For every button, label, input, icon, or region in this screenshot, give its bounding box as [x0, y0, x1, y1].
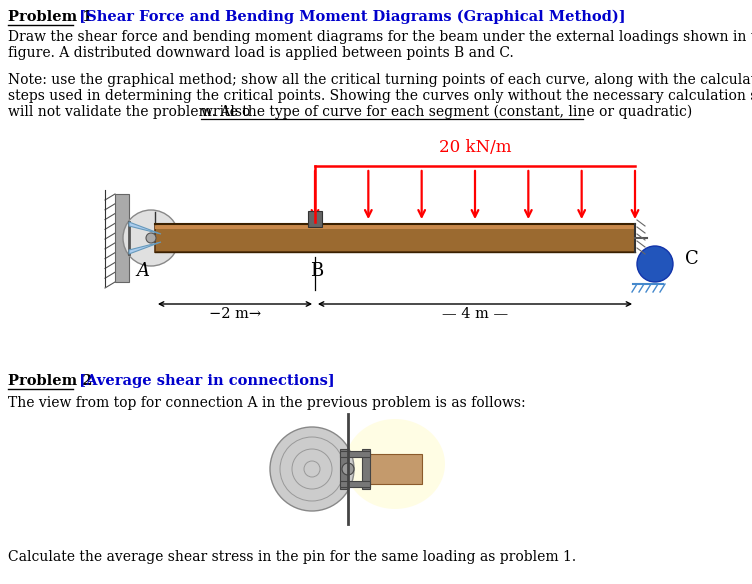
Text: [Shear Force and Bending Moment Diagrams (Graphical Method)]: [Shear Force and Bending Moment Diagrams…	[74, 10, 626, 25]
Bar	[155, 224, 635, 229]
Text: steps used in determining the critical points. Showing the curves only without t: steps used in determining the critical p…	[8, 89, 752, 103]
Bar	[362, 449, 370, 489]
Text: will not validate the problem. Also: will not validate the problem. Also	[8, 105, 255, 119]
Text: 20 kN/m: 20 kN/m	[438, 139, 511, 156]
Text: A: A	[137, 262, 150, 280]
Bar	[308, 211, 322, 227]
Text: B: B	[311, 262, 323, 280]
Text: figure. A distributed downward load is applied between points B and C.: figure. A distributed downward load is a…	[8, 46, 514, 60]
Text: −2 m→: −2 m→	[209, 307, 261, 321]
Circle shape	[270, 427, 354, 511]
Polygon shape	[129, 242, 161, 254]
Bar	[340, 451, 370, 457]
Text: Problem 2: Problem 2	[8, 374, 92, 388]
Polygon shape	[129, 222, 161, 234]
Text: C: C	[685, 250, 699, 268]
Bar	[155, 224, 635, 252]
Text: write the type of curve for each segment (constant, line or quadratic): write the type of curve for each segment…	[201, 105, 693, 119]
Bar	[115, 194, 129, 282]
Text: The view from top for connection A in the previous problem is as follows:: The view from top for connection A in th…	[8, 396, 526, 410]
Bar	[340, 481, 370, 487]
Circle shape	[342, 463, 354, 475]
Circle shape	[123, 210, 179, 266]
Circle shape	[146, 233, 156, 243]
Text: [Average shear in connections]: [Average shear in connections]	[74, 374, 335, 388]
Text: Calculate the average shear stress in the pin for the same loading as problem 1.: Calculate the average shear stress in th…	[8, 550, 576, 564]
Bar	[364, 454, 422, 484]
Text: Problem 1: Problem 1	[8, 10, 92, 24]
Ellipse shape	[345, 419, 445, 509]
Bar	[340, 449, 348, 489]
Text: Note: use the graphical method; show all the critical turning points of each cur: Note: use the graphical method; show all…	[8, 73, 752, 87]
Text: — 4 m —: — 4 m —	[442, 307, 508, 321]
Text: Draw the shear force and bending moment diagrams for the beam under the external: Draw the shear force and bending moment …	[8, 30, 752, 44]
Circle shape	[637, 246, 673, 282]
